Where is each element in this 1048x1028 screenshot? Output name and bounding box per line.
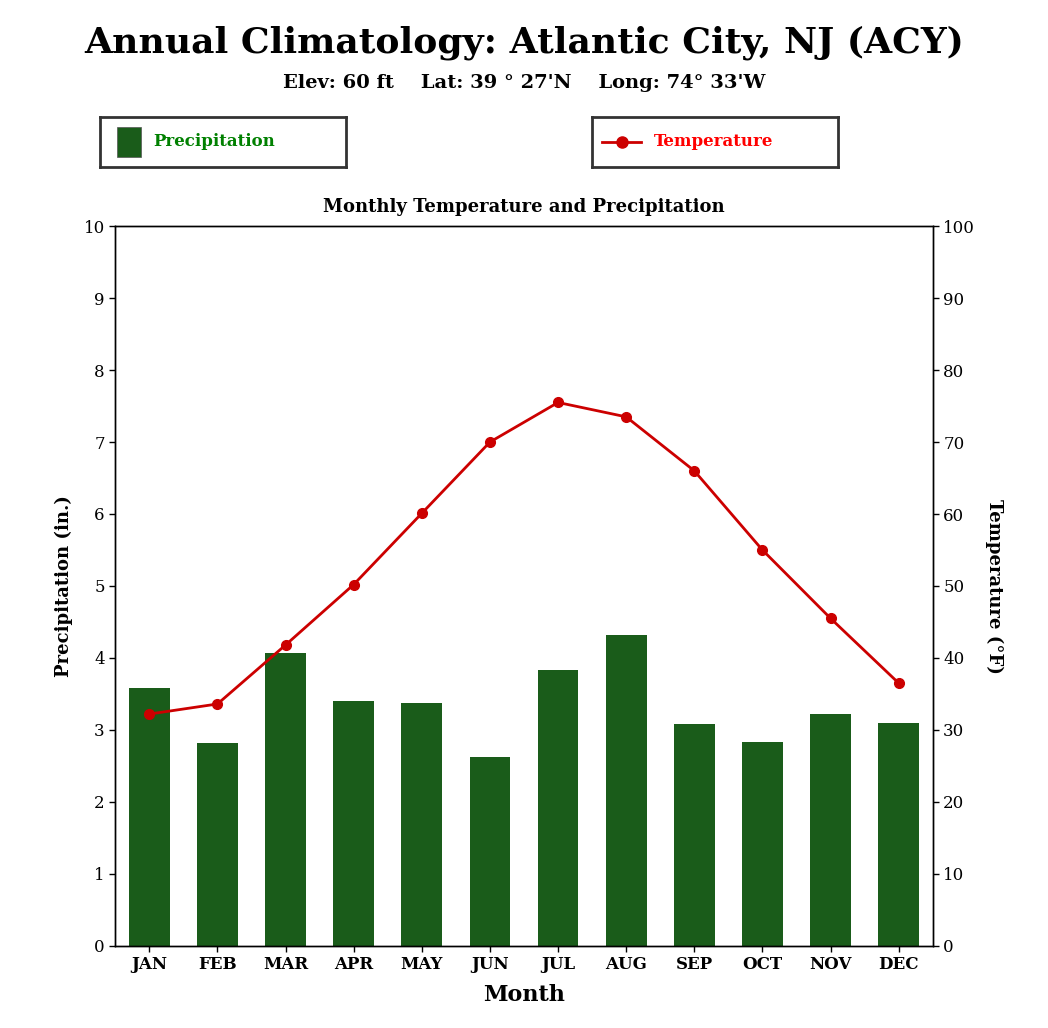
Text: Annual Climatology: Atlantic City, NJ (ACY): Annual Climatology: Atlantic City, NJ (A…: [84, 26, 964, 61]
Bar: [265, 653, 306, 946]
Bar: [538, 670, 578, 946]
Text: Precipitation: Precipitation: [154, 134, 276, 150]
Bar: [470, 757, 510, 946]
Bar: [129, 688, 170, 946]
Bar: [333, 701, 374, 946]
Title: Monthly Temperature and Precipitation: Monthly Temperature and Precipitation: [323, 198, 725, 216]
Bar: [674, 724, 715, 946]
Y-axis label: Precipitation (in.): Precipitation (in.): [54, 495, 72, 676]
Bar: [606, 635, 647, 946]
Bar: [116, 127, 141, 156]
Bar: [742, 742, 783, 946]
X-axis label: Month: Month: [483, 984, 565, 1006]
Text: Temperature: Temperature: [654, 134, 773, 150]
Bar: [810, 714, 851, 946]
Y-axis label: Temperature (°F): Temperature (°F): [984, 499, 1003, 673]
Bar: [878, 723, 919, 946]
Bar: [401, 703, 442, 946]
Bar: [197, 743, 238, 946]
Text: Elev: 60 ft    Lat: 39 ° 27'N    Long: 74° 33'W: Elev: 60 ft Lat: 39 ° 27'N Long: 74° 33'…: [283, 74, 765, 93]
